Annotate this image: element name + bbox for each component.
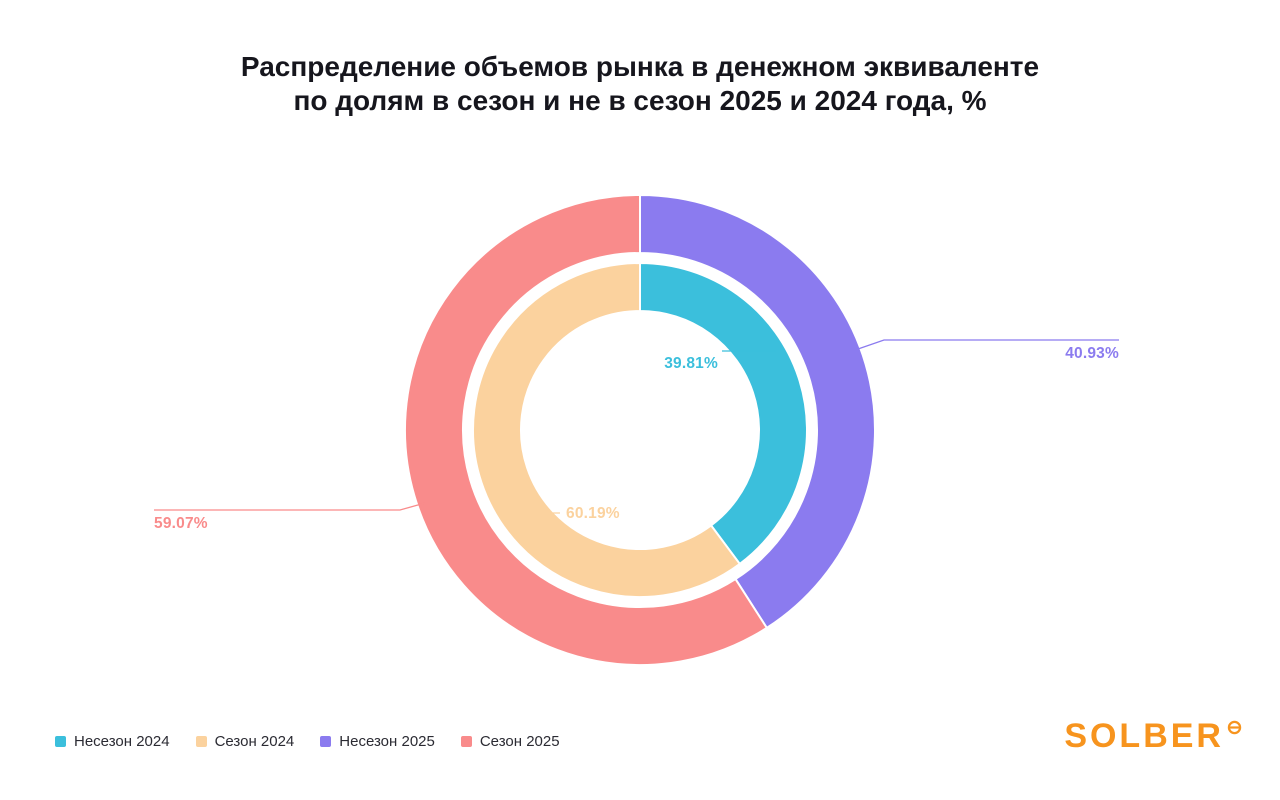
callout-leader-line bbox=[857, 339, 1119, 350]
legend-label: Несезон 2024 bbox=[74, 733, 170, 750]
logo-text: SOLBER bbox=[1064, 717, 1224, 755]
legend-label: Сезон 2025 bbox=[479, 733, 560, 750]
callout-nesezon-2024: 39.81% bbox=[664, 355, 718, 372]
legend-item-sezon-2025: Сезон 2025 bbox=[460, 733, 560, 750]
callout-sezon-2024: 60.19% bbox=[566, 505, 620, 522]
legend-item-nesezon-2025: Несезон 2025 bbox=[320, 733, 435, 750]
legend-label: Несезон 2025 bbox=[339, 733, 435, 750]
legend-label: Сезон 2024 bbox=[214, 733, 295, 750]
chart-title-line1: Распределение объемов рынка в денежном э… bbox=[240, 51, 1040, 82]
callout-leader-line bbox=[154, 502, 426, 511]
legend-item-nesezon-2024: Несезон 2024 bbox=[55, 733, 170, 750]
legend-item-sezon-2024: Сезон 2024 bbox=[195, 733, 295, 750]
chart-title: Распределение объемов рынка в денежном э… bbox=[0, 50, 1280, 118]
callout-nesezon-2025: 40.93% bbox=[1065, 345, 1119, 362]
donut-slice bbox=[404, 193, 769, 666]
sun-circle-icon bbox=[1227, 720, 1242, 740]
chart-title-line2: по долям в сезон и не в сезон 2025 и 202… bbox=[293, 85, 987, 116]
legend-marker bbox=[320, 736, 332, 747]
callout-sezon-2025: 59.07% bbox=[154, 515, 208, 532]
legend-marker bbox=[195, 736, 207, 747]
donut-slice bbox=[639, 261, 808, 566]
donut-slice bbox=[639, 193, 876, 630]
legend-marker bbox=[55, 736, 66, 747]
solber-logo: SOLBER bbox=[1064, 719, 1242, 753]
legend-marker bbox=[460, 736, 472, 747]
legend: Несезон 2024 Сезон 2024 Несезон 2025 Сез… bbox=[55, 733, 560, 750]
